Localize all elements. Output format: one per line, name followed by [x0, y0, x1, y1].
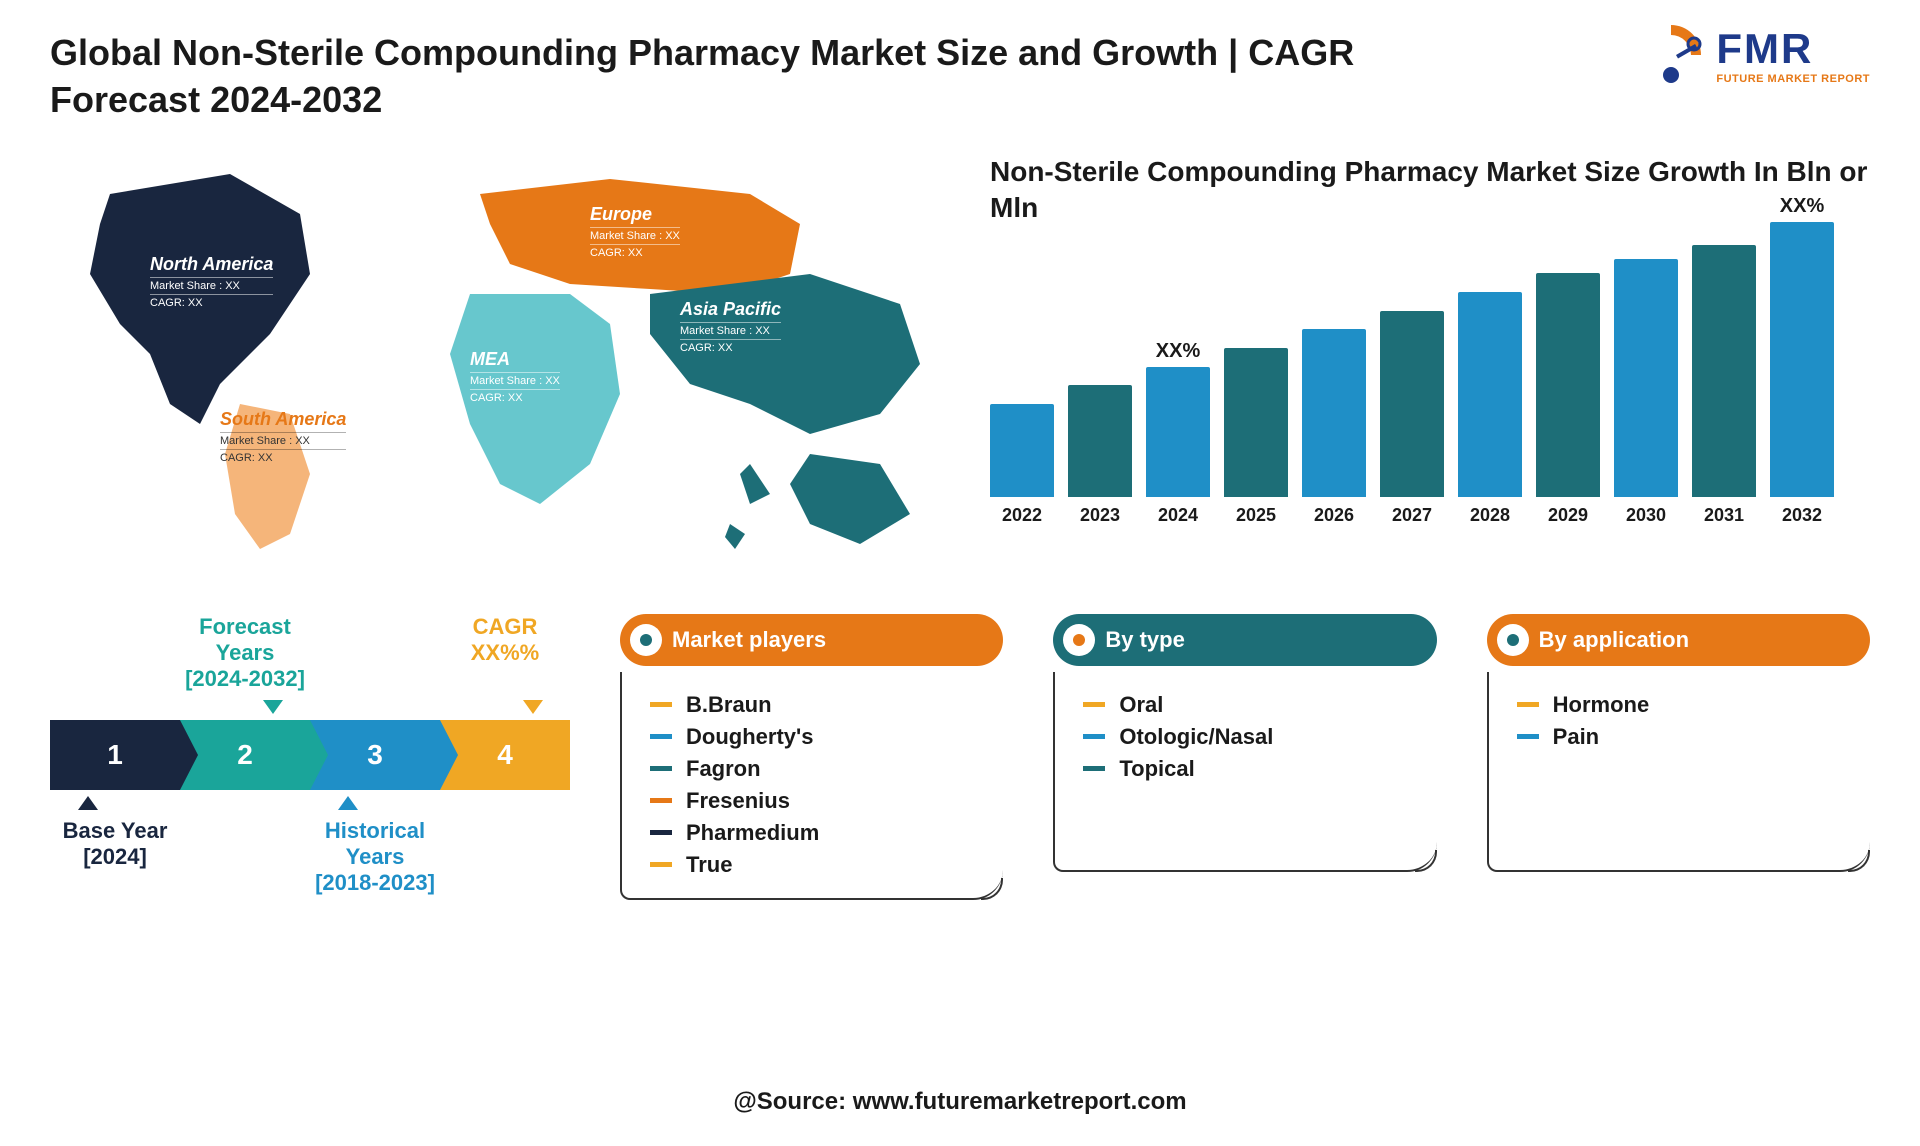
dash-icon: [650, 862, 672, 867]
dash-icon: [650, 830, 672, 835]
bar: [990, 404, 1054, 497]
bar-x-label: 2022: [1002, 505, 1042, 526]
region-sa-label: South America Market Share : XX CAGR: XX: [220, 409, 346, 464]
timeline-segment: 3: [310, 720, 440, 790]
bar: [1458, 292, 1522, 497]
bar-x-label: 2032: [1782, 505, 1822, 526]
segment-market-players: Market players B.Braun Dougherty's Fagron F…: [620, 614, 1003, 900]
bar-col: 2022: [990, 404, 1054, 526]
timeline-segment: 2: [180, 720, 310, 790]
logo: FMR FUTURE MARKET REPORT: [1636, 20, 1870, 90]
bar-col: XX% 2032: [1770, 195, 1834, 526]
segment-item: Fagron: [650, 756, 983, 782]
segment-item: Topical: [1083, 756, 1416, 782]
segment-item: Hormone: [1517, 692, 1850, 718]
dash-icon: [1083, 734, 1105, 739]
timeline-base-label: Base Year [2024]: [50, 818, 180, 896]
bar: [1068, 385, 1132, 497]
bar-x-label: 2031: [1704, 505, 1744, 526]
segment-item: True: [650, 852, 983, 878]
segment-item: Fresenius: [650, 788, 983, 814]
bar-col: 2030: [1614, 259, 1678, 526]
segment-item: Otologic/Nasal: [1083, 724, 1416, 750]
segment-by-application: By application Hormone Pain: [1487, 614, 1870, 872]
bar-col: 2029: [1536, 273, 1600, 526]
bar-chart-title: Non-Sterile Compounding Pharmacy Market …: [990, 154, 1870, 227]
segment-item: Dougherty's: [650, 724, 983, 750]
segment-item-text: B.Braun: [686, 692, 772, 718]
region-na-label: North America Market Share : XX CAGR: XX: [150, 254, 273, 309]
bar-x-label: 2028: [1470, 505, 1510, 526]
segment-item: Pain: [1517, 724, 1850, 750]
bar: [1770, 222, 1834, 497]
timeline-hist-label: Historical Years [2018-2023]: [310, 818, 440, 896]
bar-chart: Non-Sterile Compounding Pharmacy Market …: [990, 154, 1870, 554]
segment-item: Oral: [1083, 692, 1416, 718]
segment-by-type: By type Oral Otologic/Nasal Topical: [1053, 614, 1436, 872]
page-title: Global Non-Sterile Compounding Pharmacy …: [50, 30, 1450, 124]
bar-col: XX% 2024: [1146, 340, 1210, 527]
bar-chart-bars: 2022 2023 XX% 2024 2025 2026 2027 2028 2029 2030 2…: [990, 246, 1870, 526]
bar: [1380, 311, 1444, 498]
dash-icon: [1083, 766, 1105, 771]
timeline-forecast-label: Forecast Years [2024-2032]: [180, 614, 310, 692]
bar-col: 2023: [1068, 385, 1132, 526]
timeline-cagr-label: CAGR XX%%: [440, 614, 570, 692]
bar-col: 2027: [1380, 311, 1444, 527]
bar-x-label: 2026: [1314, 505, 1354, 526]
bar-x-label: 2025: [1236, 505, 1276, 526]
segment-item: B.Braun: [650, 692, 983, 718]
bar-x-label: 2027: [1392, 505, 1432, 526]
bar-annotation: XX%: [1780, 195, 1824, 218]
bar: [1536, 273, 1600, 497]
region-ap-label: Asia Pacific Market Share : XX CAGR: XX: [680, 299, 781, 354]
segment-item-text: Dougherty's: [686, 724, 813, 750]
segment-item-text: Hormone: [1553, 692, 1650, 718]
bar-col: 2028: [1458, 292, 1522, 526]
logo-abbr: FMR: [1716, 25, 1870, 73]
segment-pill: Market players: [620, 614, 1003, 666]
dash-icon: [650, 766, 672, 771]
dash-icon: [650, 702, 672, 707]
bar: [1614, 259, 1678, 497]
logo-subtitle: FUTURE MARKET REPORT: [1716, 73, 1870, 85]
source-line: @Source: www.futuremarketreport.com: [0, 1088, 1920, 1116]
segment-item-text: Topical: [1119, 756, 1194, 782]
segment-pill: By type: [1053, 614, 1436, 666]
segment-item-text: Fresenius: [686, 788, 790, 814]
world-map: North America Market Share : XX CAGR: XX…: [50, 154, 950, 554]
segment-item-text: Pain: [1553, 724, 1599, 750]
bar-x-label: 2023: [1080, 505, 1120, 526]
dash-icon: [650, 734, 672, 739]
dash-icon: [1083, 702, 1105, 707]
bar: [1692, 245, 1756, 497]
segment-item-text: Oral: [1119, 692, 1163, 718]
bar: [1224, 348, 1288, 497]
segment-item-text: Otologic/Nasal: [1119, 724, 1273, 750]
dash-icon: [1517, 734, 1539, 739]
segment-item-text: Pharmedium: [686, 820, 819, 846]
segment-item: Pharmedium: [650, 820, 983, 846]
bar-col: 2025: [1224, 348, 1288, 526]
dash-icon: [1517, 702, 1539, 707]
bar-col: 2031: [1692, 245, 1756, 526]
region-mea-label: MEA Market Share : XX CAGR: XX: [470, 349, 560, 404]
bar-col: 2026: [1302, 329, 1366, 526]
bar: [1146, 367, 1210, 498]
region-eu-label: Europe Market Share : XX CAGR: XX: [590, 204, 680, 259]
segment-pill: By application: [1487, 614, 1870, 666]
bar-x-label: 2029: [1548, 505, 1588, 526]
bar: [1302, 329, 1366, 497]
bar-x-label: 2030: [1626, 505, 1666, 526]
segment-item-text: True: [686, 852, 732, 878]
bar-annotation: XX%: [1156, 340, 1200, 363]
timeline-segment: 1: [50, 720, 180, 790]
timeline-strip: 1234: [50, 720, 570, 790]
logo-icon: [1636, 20, 1706, 90]
bar-x-label: 2024: [1158, 505, 1198, 526]
timeline: Forecast Years [2024-2032] CAGR XX%% 123…: [50, 614, 570, 896]
timeline-segment: 4: [440, 720, 570, 790]
dash-icon: [650, 798, 672, 803]
segment-item-text: Fagron: [686, 756, 761, 782]
